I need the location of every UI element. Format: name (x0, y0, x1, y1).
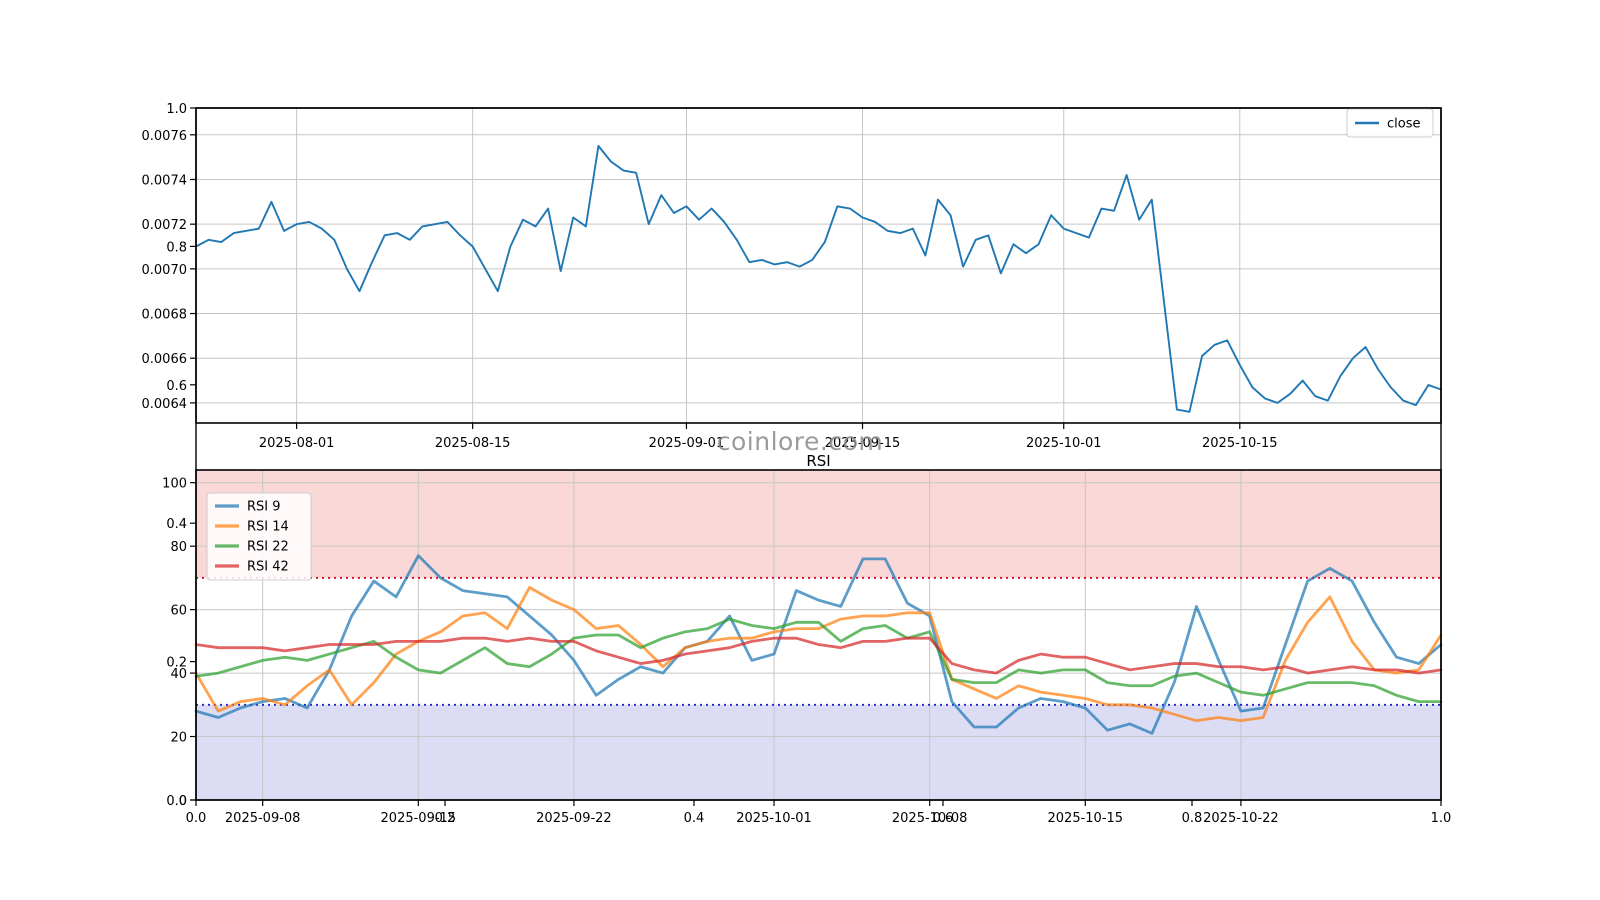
y-tick-label: 0.0068 (142, 308, 188, 323)
overlay-x-tick-label: 0.8 (1182, 811, 1203, 826)
y-tick-label: 0.0076 (142, 129, 188, 144)
x-tick-label: 2025-10-15 (1202, 436, 1278, 451)
x-tick-label: 2025-09-15 (825, 436, 901, 451)
x-tick-label: 2025-08-01 (259, 436, 335, 451)
overlay-x-tick-label: 1.0 (1431, 811, 1452, 826)
legend-label: RSI 14 (247, 520, 289, 535)
x-tick-label: 2025-09-22 (536, 811, 612, 826)
x-tick-label: 2025-09-08 (225, 811, 301, 826)
series-line-rsi-22 (194, 617, 1443, 704)
legend-label: RSI 9 (247, 500, 281, 515)
series-line-close (195, 145, 1442, 413)
overlay-x-tick-label: 0.2 (435, 811, 456, 826)
x-tick-label: 2025-09-15 (381, 811, 457, 826)
overlay-y-tick-label: 0.6 (166, 379, 187, 394)
x-tick-label: 2025-10-01 (736, 811, 812, 826)
series-line-rsi-9 (194, 554, 1443, 735)
watermark: coinlore.com (716, 427, 884, 456)
overlay-x-tick-label: 0.0 (186, 811, 207, 826)
y-tick-label: 0.0072 (142, 218, 188, 233)
overlay-spines (195, 107, 1442, 801)
x-tick-label: 2025-10-22 (1203, 811, 1279, 826)
x-tick-label: 2025-10-01 (1026, 436, 1102, 451)
y-tick-label: 60 (170, 604, 187, 619)
legend: RSI 9 RSI 14 RSI 22 RSI 42 (206, 492, 312, 581)
x-tick-label: 2025-10-15 (1048, 811, 1124, 826)
x-tick-label: 2025-09-01 (649, 436, 725, 451)
series-line-rsi-42 (194, 636, 1443, 675)
legend-box (206, 492, 312, 581)
y-tick-label: 0.0066 (142, 352, 188, 367)
y-tick-label: 0.0064 (142, 397, 188, 412)
y-tick-label: 100 (162, 477, 187, 492)
y-tick-label: 0.0074 (142, 173, 188, 188)
rsi-panel-title: RSI (806, 452, 831, 470)
overlay-x-tick-label: 0.6 (933, 811, 954, 826)
band-0 (196, 470, 1441, 578)
legend-box (1346, 108, 1434, 138)
legend-label: RSI 42 (247, 560, 289, 575)
y-tick-label: 0.0070 (142, 263, 188, 278)
legend-label: close (1387, 117, 1420, 132)
x-tick-label: 2025-10-08 (892, 811, 968, 826)
y-tick-label: 80 (170, 540, 187, 555)
y-tick-label: 20 (170, 731, 187, 746)
y-tick-label: 0 (179, 794, 187, 809)
rsi-chart: 2025-09-08 2025-09-15 2025-09-22 2025-10-01… (162, 469, 1443, 826)
overlay-y-tick-label: 0.2 (166, 656, 187, 671)
legend-label: RSI 22 (247, 540, 289, 555)
overlay-y-tick-label: 0.4 (166, 517, 187, 532)
overlay-y-tick-label: 0.8 (166, 240, 187, 255)
x-tick-label: 2025-08-15 (435, 436, 511, 451)
y-tick-label: 40 (170, 667, 187, 682)
overlay-axis: 1.0 0.8 0.6 0.4 0.2 0.0 0.0 0.2 0.4 0.6 0.8 1.0 (166, 102, 1451, 826)
price-chart: 2025-08-01 2025-08-15 2025-09-01 2025-09-15… (142, 107, 1442, 451)
overlay-y-tick-label: 0.0 (166, 794, 187, 809)
axes-spines (195, 107, 1442, 424)
overlay-y-tick-label: 1.0 (166, 102, 187, 117)
series-line-rsi-14 (194, 586, 1443, 723)
legend: close (1346, 108, 1434, 138)
overlay-x-tick-label: 0.4 (684, 811, 705, 826)
